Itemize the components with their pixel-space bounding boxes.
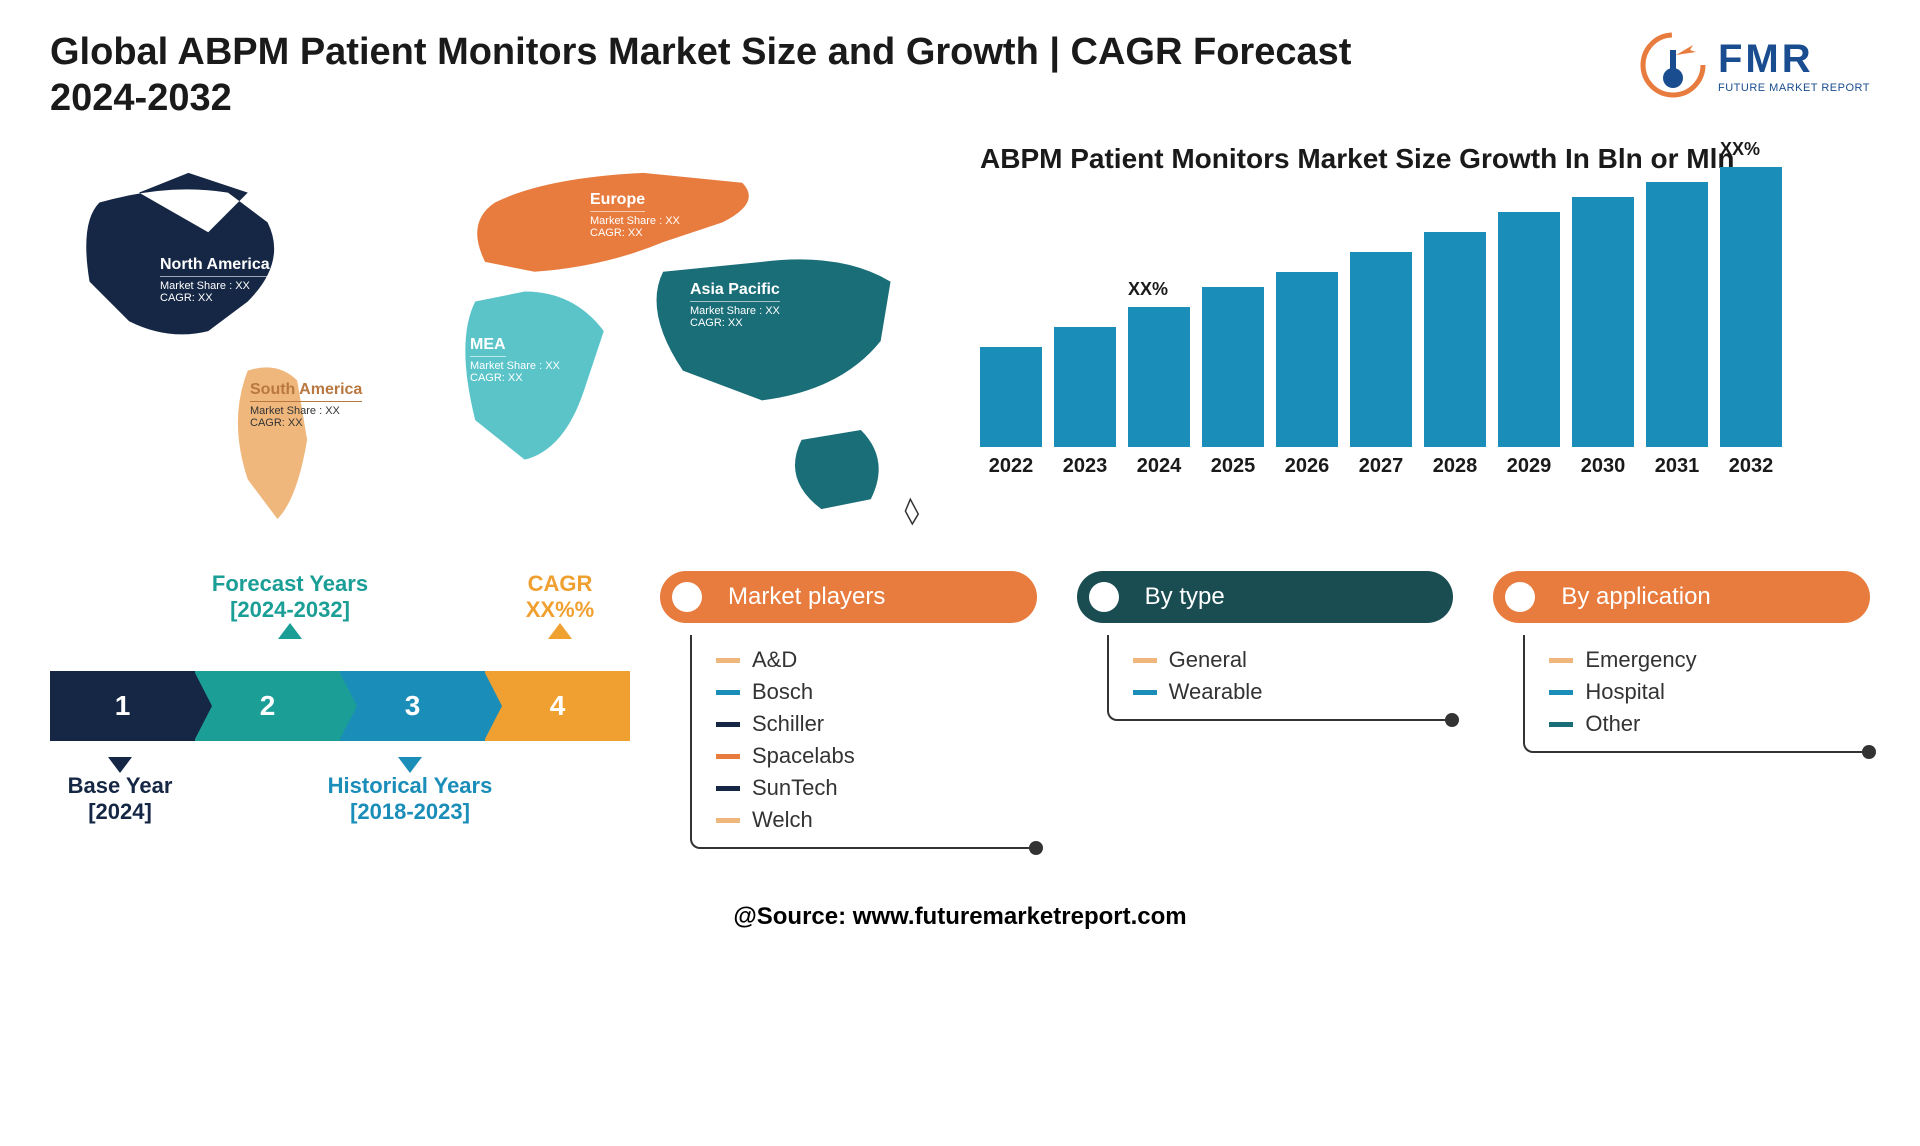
forecast-years-label: Forecast Years [2024-2032] (200, 571, 380, 643)
category-by-application: By application Emergency Hospital Other (1493, 571, 1870, 849)
category-item-label: Spacelabs (752, 743, 855, 769)
category-item: Bosch (716, 679, 1037, 705)
category-item-label: Emergency (1585, 647, 1696, 673)
category-item-label: Hospital (1585, 679, 1664, 705)
category-item: Schiller (716, 711, 1037, 737)
legend-marker (1549, 722, 1573, 727)
year-label: 2029 (1507, 455, 1552, 478)
year-label: 2027 (1359, 455, 1404, 478)
base-year-label: Base Year [2024] (50, 753, 190, 825)
region-south-america: South America Market Share : XX CAGR: XX (250, 381, 362, 429)
region-north-america: North America Market Share : XX CAGR: XX (160, 256, 270, 304)
legend-marker (716, 658, 740, 663)
timeline-segment-3: 3 (340, 671, 485, 741)
bar-2026: 2026 (1276, 272, 1338, 478)
legend-marker (716, 722, 740, 727)
timeline-section: Forecast Years [2024-2032] CAGR XX%% 123… (50, 571, 630, 863)
legend-marker (1549, 690, 1573, 695)
category-item: Wearable (1133, 679, 1454, 705)
category-item: A&D (716, 647, 1037, 673)
category-list: Emergency Hospital Other (1523, 635, 1870, 753)
year-label: 2028 (1433, 455, 1478, 478)
category-item: Hospital (1549, 679, 1870, 705)
region-europe: Europe Market Share : XX CAGR: XX (590, 191, 680, 239)
fmr-logo-icon (1638, 30, 1708, 100)
cagr-label: CAGR XX%% (500, 571, 620, 643)
category-item: General (1133, 647, 1454, 673)
category-item-label: Schiller (752, 711, 824, 737)
category-item-label: Bosch (752, 679, 813, 705)
page-title: Global ABPM Patient Monitors Market Size… (50, 30, 1450, 121)
category-header: By type (1077, 571, 1454, 623)
fmr-logo: FMR FUTURE MARKET REPORT (1638, 30, 1870, 100)
category-item-label: A&D (752, 647, 797, 673)
legend-marker (716, 754, 740, 759)
year-label: 2031 (1655, 455, 1700, 478)
year-label: 2022 (989, 455, 1034, 478)
historical-years-label: Historical Years [2018-2023] (310, 753, 510, 825)
source-attribution: @Source: www.futuremarketreport.com (50, 903, 1870, 931)
year-label: 2023 (1063, 455, 1108, 478)
legend-marker (716, 818, 740, 823)
bar-annotation: XX% (1720, 139, 1760, 160)
logo-text-sub: FUTURE MARKET REPORT (1718, 82, 1870, 94)
year-label: 2026 (1285, 455, 1330, 478)
year-label: 2032 (1729, 455, 1774, 478)
category-market-players: Market players A&D Bosch Schiller Spacelabs S… (660, 571, 1037, 849)
legend-marker (1549, 658, 1573, 663)
year-label: 2030 (1581, 455, 1626, 478)
bar-2024: XX%2024 (1128, 307, 1190, 478)
bar-2022: 2022 (980, 347, 1042, 478)
category-item-label: SunTech (752, 775, 838, 801)
category-list: A&D Bosch Schiller Spacelabs SunTech Welch (690, 635, 1037, 849)
bar-2029: 2029 (1498, 212, 1560, 478)
year-label: 2024 (1137, 455, 1182, 478)
category-item: Other (1549, 711, 1870, 737)
logo-text-main: FMR (1718, 37, 1870, 82)
bar-2030: 2030 (1572, 197, 1634, 478)
category-item-label: Other (1585, 711, 1640, 737)
category-item: Emergency (1549, 647, 1870, 673)
region-asia-pacific: Asia Pacific Market Share : XX CAGR: XX (690, 281, 780, 329)
bar-2032: XX%2032 (1720, 167, 1782, 478)
bar-2027: 2027 (1350, 252, 1412, 478)
category-list: General Wearable (1107, 635, 1454, 721)
growth-bar-chart: ABPM Patient Monitors Market Size Growth… (980, 141, 1870, 541)
bar-2028: 2028 (1424, 232, 1486, 478)
timeline-bar: 1234 (50, 671, 630, 741)
category-item: SunTech (716, 775, 1037, 801)
bar-annotation: XX% (1128, 279, 1168, 300)
bar-2031: 2031 (1646, 182, 1708, 478)
legend-marker (716, 786, 740, 791)
world-map: North America Market Share : XX CAGR: XX… (50, 141, 940, 541)
category-item-label: General (1169, 647, 1247, 673)
category-item-label: Welch (752, 807, 813, 833)
category-header: Market players (660, 571, 1037, 623)
year-label: 2025 (1211, 455, 1256, 478)
bar-2023: 2023 (1054, 327, 1116, 478)
category-header: By application (1493, 571, 1870, 623)
timeline-segment-1: 1 (50, 671, 195, 741)
bar-2025: 2025 (1202, 287, 1264, 478)
category-item: Spacelabs (716, 743, 1037, 769)
legend-marker (1133, 658, 1157, 663)
timeline-segment-2: 2 (195, 671, 340, 741)
timeline-segment-4: 4 (485, 671, 630, 741)
category-by-type: By type General Wearable (1077, 571, 1454, 849)
legend-marker (716, 690, 740, 695)
category-item: Welch (716, 807, 1037, 833)
region-mea: MEA Market Share : XX CAGR: XX (470, 336, 560, 384)
legend-marker (1133, 690, 1157, 695)
category-item-label: Wearable (1169, 679, 1263, 705)
